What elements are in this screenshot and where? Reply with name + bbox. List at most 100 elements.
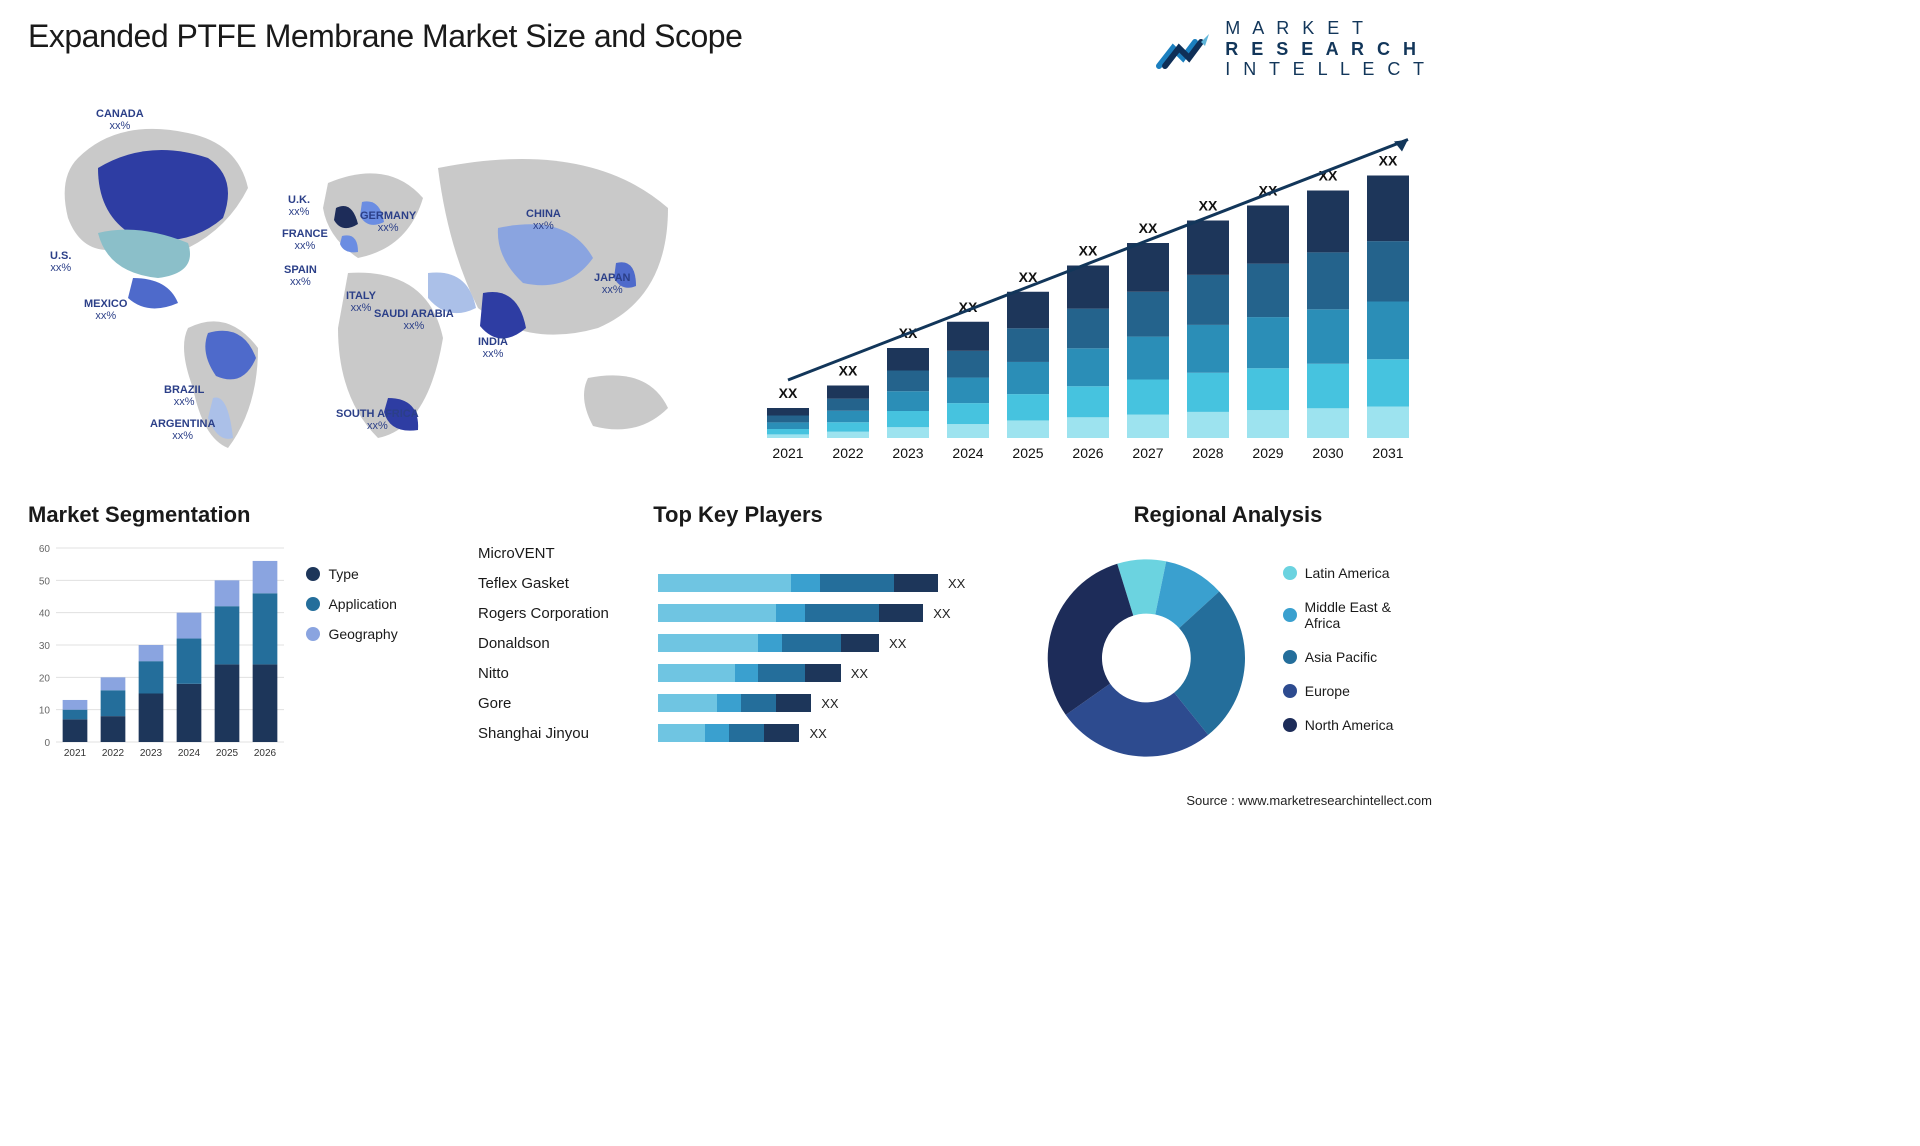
map-australia [584,375,668,429]
seg-ytick: 10 [39,706,51,717]
seg-ytick: 50 [39,576,51,587]
growth-bar-segment [1187,325,1229,373]
map-label-canada: CANADAxx% [96,108,144,132]
player-bar [658,694,811,712]
map-label-india: INDIAxx% [478,336,508,360]
growth-bar-segment [1127,292,1169,337]
growth-bar-label: XX [779,385,798,401]
brand-line3: I N T E L L E C T [1225,59,1428,80]
growth-year-label: 2021 [772,445,803,461]
growth-bar-label: XX [1379,153,1398,169]
brand-line1: M A R K E T [1225,18,1428,39]
growth-bar-segment [1007,394,1049,420]
map-label-argentina: ARGENTINAxx% [150,418,215,442]
growth-year-label: 2026 [1072,445,1103,461]
growth-bar-segment [1067,309,1109,349]
seg-bar-segment [101,716,126,742]
map-label-germany: GERMANYxx% [360,210,416,234]
growth-bar-segment [767,422,809,429]
player-name: Shanghai Jinyou [478,718,658,748]
map-label-saudiarabia: SAUDI ARABIAxx% [374,308,454,332]
growth-bar-segment [1367,302,1409,360]
growth-bar-segment [767,408,809,416]
growth-bar-segment [1127,380,1169,415]
growth-bar-segment [887,391,929,411]
growth-bar-segment [887,427,929,438]
map-label-china: CHINAxx% [526,208,561,232]
growth-bar-label: XX [1139,220,1158,236]
legend-swatch-icon [306,597,320,611]
growth-year-label: 2031 [1372,445,1403,461]
growth-bar-segment [827,432,869,438]
regional-donut-svg [1028,538,1265,778]
player-bar-segment [658,574,791,592]
player-bar-segment [658,664,735,682]
seg-bar-segment [253,561,278,593]
growth-bar-segment [1307,309,1349,363]
legend-label: Middle East & Africa [1305,599,1428,631]
seg-bar-segment [63,710,88,720]
map-mexico [128,278,178,308]
player-bar [658,664,841,682]
seg-legend-item: Geography [306,626,397,642]
seg-bar-segment [101,690,126,716]
map-label-uk: U.K.xx% [288,194,310,218]
growth-bar-segment [1367,407,1409,439]
growth-bar-segment [1187,275,1229,325]
growth-bar-segment [767,429,809,434]
growth-bar-segment [1307,191,1349,253]
growth-bar-segment [1307,408,1349,438]
seg-legend-item: Application [306,596,397,612]
legend-label: Europe [1305,683,1350,699]
growth-bar-label: XX [1199,198,1218,214]
growth-bar-segment [1067,386,1109,417]
player-name: Rogers Corporation [478,598,658,628]
brand-line2: R E S E A R C H [1225,39,1420,59]
seg-bar-segment [139,694,164,743]
growth-bar-segment [827,386,869,399]
growth-bar-label: XX [839,363,858,379]
segmentation-legend: Type Application Geography [306,566,397,656]
player-bar [658,634,879,652]
map-label-japan: JAPANxx% [594,272,630,296]
growth-bar-segment [1367,176,1409,242]
seg-bar-segment [177,613,202,639]
player-bar-row: XX [658,628,998,658]
growth-year-label: 2030 [1312,445,1343,461]
growth-bar-segment [1187,412,1229,438]
brand-logo: M A R K E T R E S E A R C H I N T E L L … [1155,18,1428,80]
player-bar [658,724,799,742]
growth-year-label: 2022 [832,445,863,461]
seg-legend-item: Type [306,566,397,582]
legend-swatch-icon [1283,566,1297,580]
player-bar-row [658,538,998,568]
player-bar-row: XX [658,718,998,748]
growth-bar-label: XX [1019,269,1038,285]
seg-ytick: 40 [39,609,51,620]
seg-year-label: 2024 [178,748,201,759]
segmentation-title: Market Segmentation [28,502,448,528]
player-bar-row: XX [658,658,998,688]
donut-slice [1048,564,1134,715]
growth-bar-segment [1367,241,1409,301]
region-legend-item: Middle East & Africa [1283,599,1428,631]
growth-bar-segment [827,399,869,411]
player-bar-value: XX [933,606,950,621]
growth-year-label: 2024 [952,445,983,461]
growth-bar-segment [947,424,989,438]
players-labels-col: MicroVENTTeflex GasketRogers Corporation… [478,538,658,748]
growth-year-label: 2028 [1192,445,1223,461]
seg-ytick: 0 [44,738,50,749]
seg-bar-segment [63,700,88,710]
seg-ytick: 30 [39,641,51,652]
player-bar-row: XX [658,688,998,718]
page-title: Expanded PTFE Membrane Market Size and S… [28,18,742,55]
seg-bar-segment [215,664,240,742]
seg-bar-segment [253,593,278,664]
player-name: Nitto [478,658,658,688]
growth-bar-segment [887,348,929,371]
legend-swatch-icon [1283,684,1297,698]
growth-bar-segment [887,411,929,427]
growth-bar-segment [1007,328,1049,362]
legend-label: Application [328,596,397,612]
